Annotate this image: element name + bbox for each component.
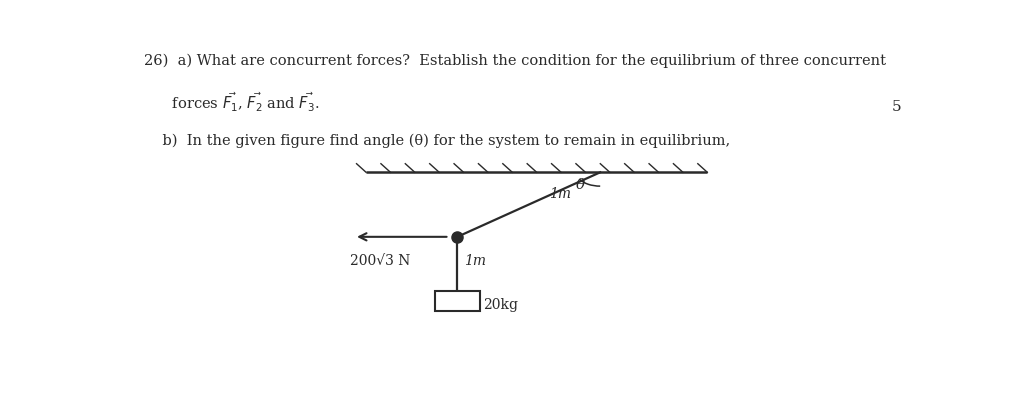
Text: forces $\vec{F_1}$, $\vec{F_2}$ and $\vec{F_3}$.: forces $\vec{F_1}$, $\vec{F_2}$ and $\ve… [143, 91, 319, 115]
Text: 20kg: 20kg [483, 298, 518, 312]
Text: b)  In the given figure find angle (θ) for the system to remain in equilibrium,: b) In the given figure find angle (θ) fo… [143, 134, 730, 148]
Text: 1m: 1m [549, 188, 570, 201]
Text: 1m: 1m [464, 254, 485, 268]
Text: 26)  a) What are concurrent forces?  Establish the condition for the equilibrium: 26) a) What are concurrent forces? Estab… [143, 54, 886, 68]
Text: 5: 5 [892, 100, 902, 114]
Bar [435, 290, 479, 310]
Text: 200√3 N: 200√3 N [350, 254, 411, 268]
Text: θ: θ [575, 178, 585, 192]
